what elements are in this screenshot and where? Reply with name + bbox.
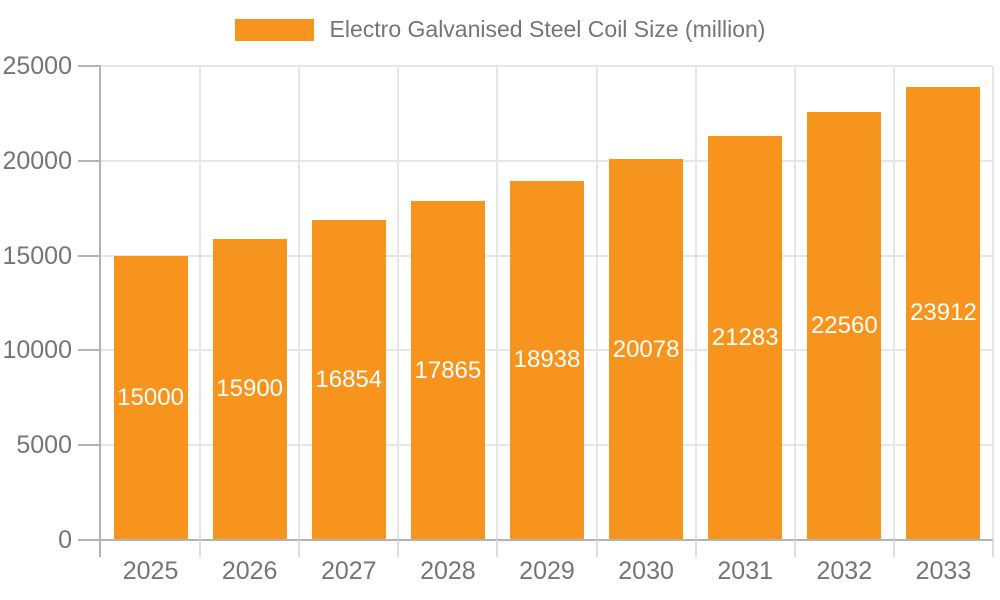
x-axis-tick xyxy=(199,540,202,557)
bar-2030[interactable]: 20078 xyxy=(609,159,684,540)
x-axis-tick xyxy=(694,540,697,557)
y-axis-tick xyxy=(78,349,101,352)
gridline-horizontal xyxy=(101,159,993,162)
x-axis-tick xyxy=(892,540,895,557)
y-axis-tick xyxy=(78,444,101,447)
bar-2028[interactable]: 17865 xyxy=(410,201,485,540)
gridline-vertical xyxy=(892,66,895,540)
x-axis-tick xyxy=(793,540,796,557)
y-axis-label: 10000 xyxy=(2,336,72,365)
gridline-vertical xyxy=(496,66,499,540)
bar-value-label: 18938 xyxy=(513,346,581,374)
legend-swatch-icon xyxy=(234,18,314,41)
x-axis-label: 2027 xyxy=(320,557,377,585)
gridline-vertical xyxy=(694,66,697,540)
x-axis-label: 2026 xyxy=(221,557,278,585)
gridline-vertical xyxy=(595,66,598,540)
gridline-vertical xyxy=(298,66,301,540)
bar-2031[interactable]: 21283 xyxy=(708,136,783,540)
y-axis-label: 0 xyxy=(58,526,72,554)
bar-2027[interactable]: 16854 xyxy=(311,220,386,540)
bar-2033[interactable]: 23912 xyxy=(906,86,981,540)
y-axis-label: 5000 xyxy=(16,431,72,460)
bar-value-label: 17865 xyxy=(414,356,482,384)
x-axis-label: 2032 xyxy=(816,557,873,585)
x-axis-tick xyxy=(496,540,499,557)
bar-2029[interactable]: 18938 xyxy=(510,180,584,540)
y-axis-label: 20000 xyxy=(2,146,72,175)
bar-value-label: 15900 xyxy=(216,375,284,403)
bar-value-label: 21283 xyxy=(711,324,779,352)
x-axis-label: 2030 xyxy=(618,557,674,585)
x-axis-tick xyxy=(298,540,301,557)
plot-area: 15000 15900 16854 17865 18938 20078 21283 22560… xyxy=(101,65,994,540)
legend: Electro Galvanised Steel Coil Size (mill… xyxy=(0,16,1000,43)
y-axis-label: 15000 xyxy=(2,241,72,270)
legend-item[interactable]: Electro Galvanised Steel Coil Size (mill… xyxy=(234,16,766,43)
gridline-vertical xyxy=(397,66,400,540)
bar-value-label: 15000 xyxy=(117,383,184,411)
x-axis-tick xyxy=(397,540,400,557)
bar-value-label: 20078 xyxy=(612,335,680,363)
x-axis-tick xyxy=(992,540,994,557)
y-axis-tick xyxy=(78,159,101,162)
y-axis-tick xyxy=(78,65,101,67)
gridline-vertical xyxy=(199,66,202,540)
y-axis-line xyxy=(99,66,101,557)
bar-value-label: 16854 xyxy=(315,366,383,394)
bar-2032[interactable]: 22560 xyxy=(807,112,882,540)
x-axis-label: 2028 xyxy=(420,557,476,585)
legend-label: Electro Galvanised Steel Coil Size (mill… xyxy=(329,16,766,42)
x-axis-line xyxy=(78,539,993,541)
gridline-vertical xyxy=(992,66,994,540)
bar-2026[interactable]: 15900 xyxy=(212,238,287,540)
y-axis-tick xyxy=(78,254,101,257)
gridline-horizontal xyxy=(101,65,993,67)
bar-value-label: 22560 xyxy=(810,312,878,340)
y-axis-label: 25000 xyxy=(2,52,72,80)
x-axis-label: 2029 xyxy=(519,557,575,585)
x-axis-label: 2031 xyxy=(717,557,774,585)
bar-value-label: 23912 xyxy=(910,299,977,327)
bar-2025[interactable]: 15000 xyxy=(113,255,188,540)
gridline-vertical xyxy=(793,66,796,540)
x-axis-tick xyxy=(595,540,598,557)
x-axis-label: 2033 xyxy=(915,557,972,585)
x-axis-label: 2025 xyxy=(122,557,179,585)
